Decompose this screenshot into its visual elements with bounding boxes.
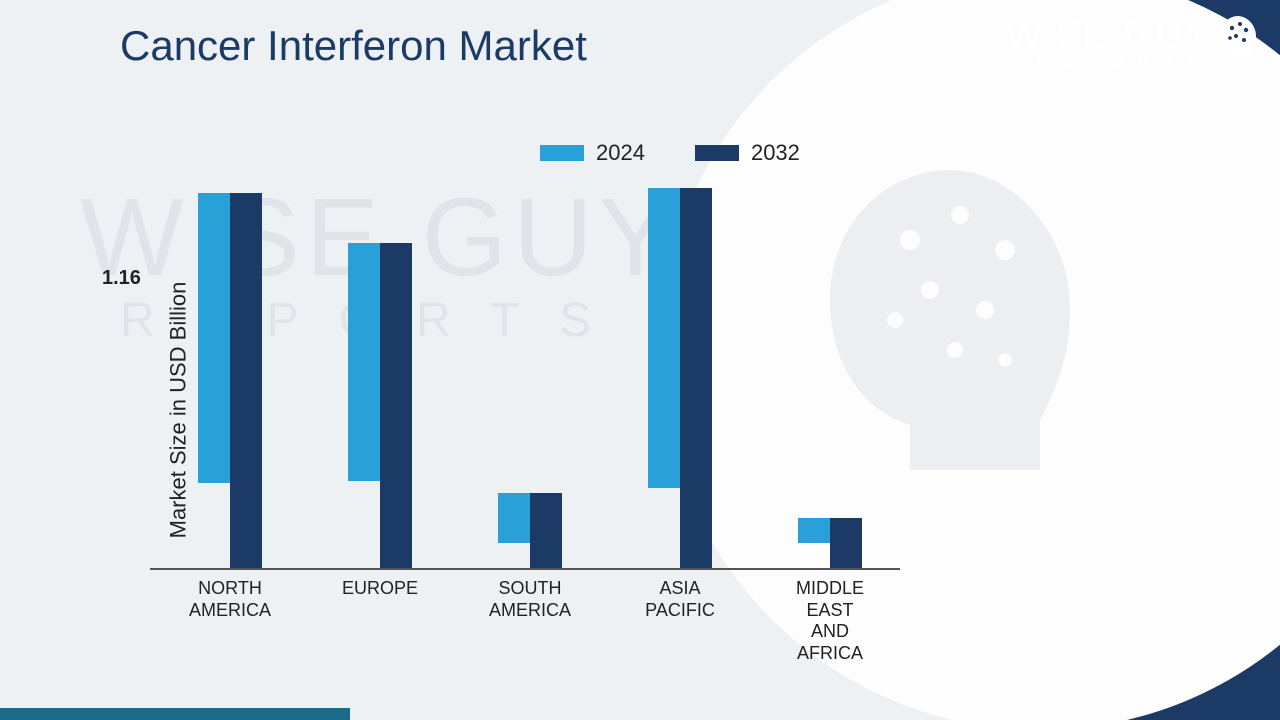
legend-item-2024: 2024 (540, 140, 645, 166)
bar-group (470, 493, 590, 568)
x-axis-label: MIDDLEEASTANDAFRICA (770, 578, 890, 664)
x-axis-label: SOUTHAMERICA (470, 578, 590, 621)
legend-label: 2024 (596, 140, 645, 166)
footer-accent-bar (0, 708, 350, 720)
chart-title: Cancer Interferon Market (120, 22, 587, 70)
x-axis-label: EUROPE (320, 578, 440, 600)
bar-2024 (348, 243, 380, 481)
chart-region: Market Size in USD Billion 2024 2032 1.1… (60, 140, 920, 680)
bar-2032 (680, 188, 712, 568)
bar-2032 (380, 243, 412, 568)
bar-2024 (798, 518, 830, 543)
y-tick-label: 1.16 (102, 267, 141, 290)
bar-group (320, 243, 440, 568)
x-axis-label: ASIAPACIFIC (620, 578, 740, 621)
brand-logo: WISE GUY REPORTS (980, 14, 1260, 72)
legend-item-2032: 2032 (695, 140, 800, 166)
bar-2024 (198, 193, 230, 483)
bar-group (770, 518, 890, 568)
brand-line1: WISE GUY (1006, 15, 1212, 58)
bar-2024 (648, 188, 680, 488)
legend-label: 2032 (751, 140, 800, 166)
bar-2032 (830, 518, 862, 568)
legend: 2024 2032 (540, 140, 800, 166)
x-axis-label: NORTHAMERICA (170, 578, 290, 621)
bar-group (620, 188, 740, 568)
legend-swatch (695, 145, 739, 161)
bar-2032 (230, 193, 262, 568)
bar-2024 (498, 493, 530, 543)
brain-head-icon (1216, 14, 1260, 58)
bar-2032 (530, 493, 562, 568)
plot-area: 1.16 NORTHAMERICAEUROPESOUTHAMERICAASIAP… (150, 170, 900, 570)
bar-group (170, 193, 290, 568)
legend-swatch (540, 145, 584, 161)
